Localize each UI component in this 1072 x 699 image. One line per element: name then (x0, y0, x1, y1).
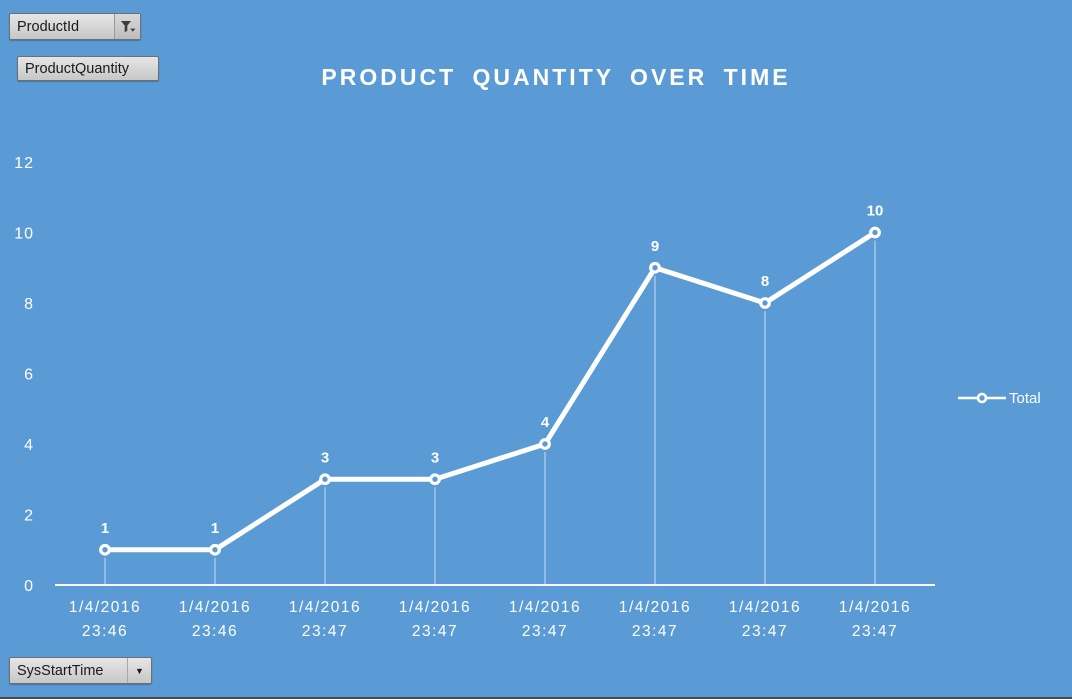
field-button-sysstarttime[interactable]: SysStartTime ▼ (9, 657, 152, 684)
data-label: 10 (867, 203, 884, 220)
x-axis-label: 1/4/2016 (69, 599, 141, 616)
x-axis-label: 1/4/2016 (179, 599, 251, 616)
x-axis-label: 1/4/2016 (399, 599, 471, 616)
x-axis-label: 1/4/2016 (509, 599, 581, 616)
x-axis-label: 1/4/2016 (619, 599, 691, 616)
data-point-marker (759, 297, 771, 309)
field-button-productquantity[interactable]: ProductQuantity (17, 56, 159, 81)
x-axis-label: 23:47 (522, 623, 568, 640)
legend-item-total[interactable]: Total (958, 386, 1041, 410)
data-label: 4 (541, 414, 550, 431)
legend-label: Total (1009, 389, 1041, 407)
x-axis-label: 23:47 (742, 623, 788, 640)
data-label: 9 (651, 238, 659, 255)
field-button-productid[interactable]: ProductId (9, 13, 141, 40)
x-axis-label: 23:47 (632, 623, 678, 640)
x-axis-label: 23:47 (852, 623, 898, 640)
data-point-marker (429, 473, 441, 486)
legend-marker-icon (958, 392, 1006, 404)
data-point-marker (539, 438, 551, 450)
y-axis-tick-label: 6 (24, 367, 34, 384)
y-axis-tick-label: 12 (14, 155, 34, 172)
x-axis-label: 23:47 (412, 623, 458, 640)
field-button-productid-label: ProductId (17, 18, 80, 35)
field-button-sysstarttime-label: SysStartTime (17, 662, 104, 679)
y-axis-tick-label: 0 (24, 578, 34, 595)
x-axis-label: 1/4/2016 (289, 599, 361, 616)
x-axis-label: 1/4/2016 (839, 599, 911, 616)
data-label: 8 (761, 273, 769, 290)
x-axis-label: 23:46 (82, 623, 128, 640)
chart-title: PRODUCT QUANTITY OVER TIME (321, 64, 791, 90)
series-line-total (102, 230, 878, 553)
data-point-marker (319, 473, 331, 486)
y-axis-tick-label: 10 (14, 226, 34, 243)
filter-icon[interactable] (114, 14, 140, 39)
data-label: 3 (431, 449, 439, 466)
field-button-productquantity-label: ProductQuantity (25, 60, 129, 77)
data-label: 3 (321, 449, 329, 466)
y-axis-tick-label: 4 (24, 437, 34, 454)
y-axis-tick-label: 2 (24, 508, 34, 525)
data-point-marker (209, 543, 221, 556)
data-point-marker (649, 261, 661, 274)
data-label: 1 (101, 520, 109, 537)
x-axis-label: 23:46 (192, 623, 238, 640)
dropdown-arrow-icon[interactable]: ▼ (127, 658, 151, 683)
data-point-marker (99, 543, 111, 556)
x-axis-label: 1/4/2016 (729, 599, 801, 616)
data-point-marker (869, 226, 881, 239)
y-axis-tick-label: 8 (24, 296, 34, 313)
data-label: 1 (211, 520, 219, 537)
x-axis-label: 23:47 (302, 623, 348, 640)
